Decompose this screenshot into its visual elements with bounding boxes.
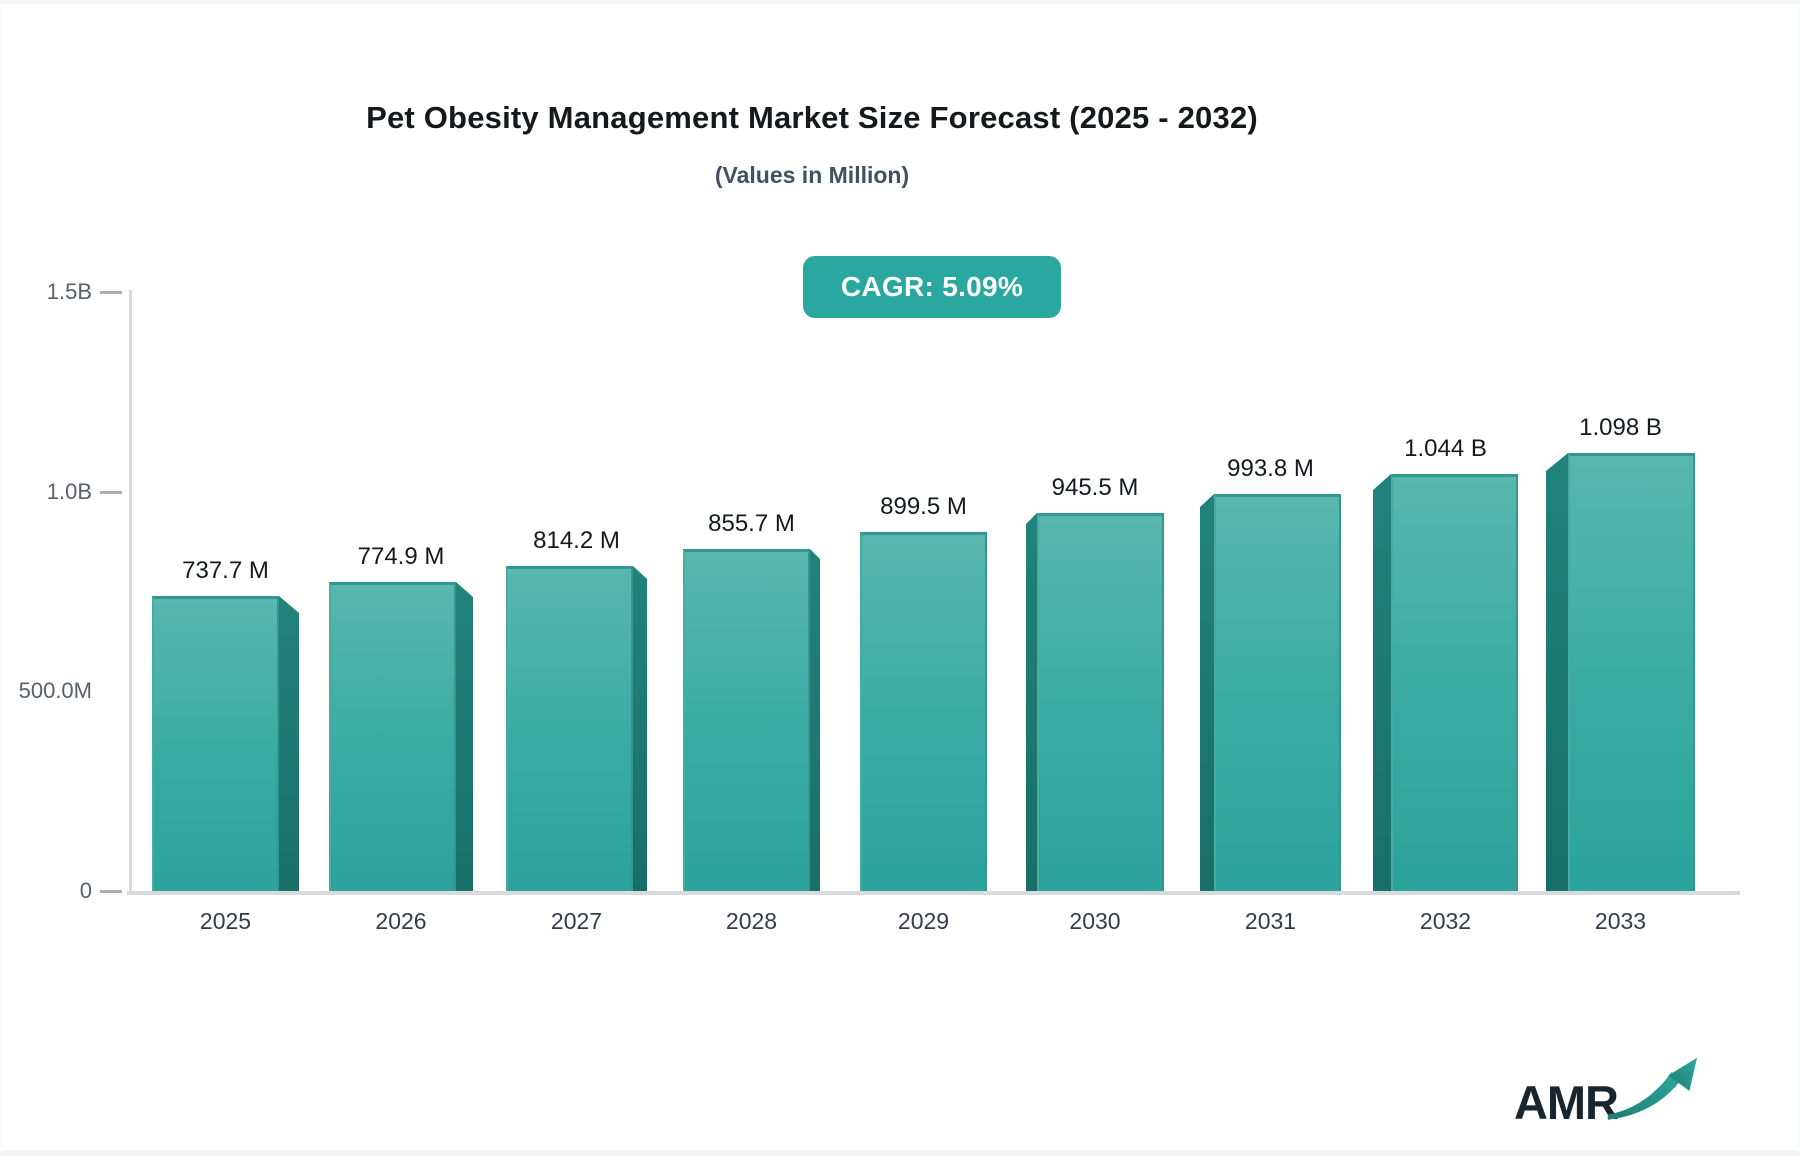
y-tick-mark [100, 890, 122, 893]
plot-area: 1.5B 1.0B 500.0M 0 737.7 M 2025 774.9 M 2026 814… [19, 279, 1740, 934]
bar-2026 [329, 582, 473, 891]
chart-title: Pet Obesity Management Market Size Forec… [366, 100, 1258, 135]
y-tick-label: 500.0M [18, 678, 92, 704]
amr-logo: AMR [1514, 1056, 1700, 1126]
bar-side-face [279, 596, 299, 891]
y-tick-mark [100, 490, 122, 494]
bar-face [329, 582, 456, 891]
y-tick-label: 0 [79, 878, 92, 903]
x-category-label: 2033 [1594, 908, 1647, 934]
x-category-label: 2029 [897, 908, 950, 934]
y-axis-line [129, 290, 132, 893]
bar-side-face [456, 582, 473, 891]
bar-side-face [810, 549, 820, 891]
growth-arrow-icon [1607, 1057, 1698, 1120]
bar-value-label: 899.5 M [880, 493, 967, 520]
x-category-label: 2028 [725, 908, 778, 934]
bar-side-face [1546, 453, 1568, 891]
bar-value-label: 1.044 B [1404, 435, 1487, 462]
bar-value-label: 737.7 M [182, 557, 269, 584]
bar-value-label: 774.9 M [357, 543, 445, 570]
bar-face [860, 532, 987, 891]
bar-value-label: 993.8 M [1227, 455, 1314, 482]
bar-2032 [1373, 474, 1518, 891]
bar-2031 [1200, 494, 1341, 891]
bar-face [683, 549, 810, 891]
bar-2033 [1546, 453, 1695, 891]
bar-2030 [1026, 513, 1164, 891]
bar-face [1037, 513, 1164, 891]
bar-side-face [1373, 474, 1391, 891]
bar-2029 [860, 532, 987, 891]
bar-2027 [506, 566, 647, 891]
x-axis-line [127, 891, 1740, 895]
bar-face [1214, 494, 1341, 891]
x-category-label: 2030 [1069, 908, 1121, 934]
bar-face [1391, 474, 1518, 891]
y-tick-mark [100, 291, 122, 294]
bar-face [506, 566, 633, 891]
bar-2028 [683, 549, 820, 891]
chart-subtitle: (Values in Million) [714, 162, 910, 188]
x-category-label: 2025 [199, 908, 252, 934]
x-category-label: 2032 [1419, 908, 1472, 934]
x-category-label: 2026 [375, 908, 427, 934]
x-category-label: 2031 [1244, 908, 1297, 934]
bar-face [1568, 453, 1695, 891]
cagr-badge-row: CAGR: 5.09% [132, 256, 1732, 318]
bar-face [152, 596, 279, 891]
y-tick-label: 1.0B [46, 478, 92, 504]
bar-value-label: 945.5 M [1051, 474, 1139, 501]
bar-2025 [152, 596, 299, 891]
cagr-badge: CAGR: 5.09% [802, 256, 1062, 318]
bar-value-label: 814.2 M [533, 527, 620, 554]
bar-value-label: 855.7 M [708, 510, 795, 537]
bar-side-face [1026, 513, 1037, 891]
bar-side-face [1200, 494, 1214, 891]
y-tick-label: 1.5B [46, 279, 92, 304]
bar-side-face [633, 566, 647, 891]
x-category-label: 2027 [550, 908, 603, 934]
chart-header: Pet Obesity Management Market Size Forec… [2, 100, 1622, 189]
amr-logo-text: AMR [1513, 1076, 1619, 1129]
bar-value-label: 1.098 B [1579, 414, 1662, 441]
